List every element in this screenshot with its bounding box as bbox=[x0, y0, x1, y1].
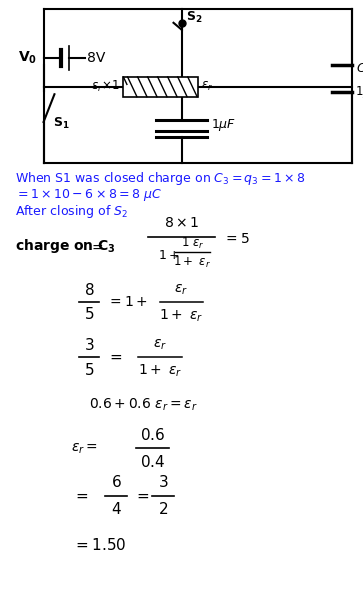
Text: $0.6 + 0.6\ \epsilon_r = \epsilon_r$: $0.6 + 0.6\ \epsilon_r = \epsilon_r$ bbox=[89, 397, 197, 413]
Text: $4$: $4$ bbox=[111, 501, 122, 517]
Text: $= 1 \times 10-6 \times 8 = 8\ \mu C$: $= 1 \times 10-6 \times 8 = 8\ \mu C$ bbox=[15, 187, 162, 203]
Text: $1+\ \epsilon_r$: $1+\ \epsilon_r$ bbox=[159, 307, 204, 323]
Text: $\epsilon_r\!\times\!1$: $\epsilon_r\!\times\!1$ bbox=[91, 79, 120, 94]
Text: $\epsilon_r$: $\epsilon_r$ bbox=[201, 80, 214, 94]
Bar bbox=[123, 77, 198, 97]
Text: 8V: 8V bbox=[87, 51, 106, 65]
Text: $5$: $5$ bbox=[84, 306, 94, 322]
Text: After closing of $S_2$: After closing of $S_2$ bbox=[15, 203, 127, 221]
Text: $3$: $3$ bbox=[84, 337, 94, 353]
Text: $1\ \epsilon_r$: $1\ \epsilon_r$ bbox=[181, 237, 204, 251]
Text: $\mathbf{S_2}$: $\mathbf{S_2}$ bbox=[186, 10, 202, 25]
Text: $1\mu F$: $1\mu F$ bbox=[211, 117, 236, 133]
Text: $=$: $=$ bbox=[134, 489, 150, 503]
Text: $5$: $5$ bbox=[84, 362, 94, 378]
Text: $=$: $=$ bbox=[89, 240, 104, 253]
Text: $\epsilon_r$: $\epsilon_r$ bbox=[153, 338, 167, 352]
Text: $1+\ \epsilon_r$: $1+\ \epsilon_r$ bbox=[138, 363, 182, 379]
Text: $2$: $2$ bbox=[158, 501, 168, 517]
Text: $1+$: $1+$ bbox=[158, 248, 180, 262]
Text: $= 1 +$: $= 1 +$ bbox=[107, 295, 148, 309]
Text: $\mathbf{charge\ on\ C_3}$: $\mathbf{charge\ on\ C_3}$ bbox=[15, 237, 115, 256]
Text: $3$: $3$ bbox=[158, 474, 168, 490]
Text: $1+\ \epsilon_r$: $1+\ \epsilon_r$ bbox=[174, 255, 211, 270]
Text: $1\mu F$: $1\mu F$ bbox=[355, 84, 363, 100]
Text: $0.4$: $0.4$ bbox=[140, 454, 165, 470]
Text: $\epsilon_r$: $\epsilon_r$ bbox=[175, 282, 188, 297]
Text: $6$: $6$ bbox=[111, 474, 122, 490]
Text: $\mathbf{V_0}$: $\mathbf{V_0}$ bbox=[18, 50, 37, 66]
Text: $\mathbf{S_1}$: $\mathbf{S_1}$ bbox=[53, 116, 69, 131]
Text: $= 1.50$: $= 1.50$ bbox=[73, 537, 126, 553]
Text: $C_3$: $C_3$ bbox=[356, 62, 363, 77]
Text: $\epsilon_r =$: $\epsilon_r =$ bbox=[71, 441, 98, 456]
Text: $=$: $=$ bbox=[73, 489, 89, 503]
Text: When S1 was closed charge on $C_3 = q_3 = 1 \times 8$: When S1 was closed charge on $C_3 = q_3 … bbox=[15, 170, 305, 187]
Text: $8$: $8$ bbox=[83, 282, 94, 298]
Text: $0.6$: $0.6$ bbox=[140, 427, 165, 443]
Text: $= 5$: $= 5$ bbox=[223, 232, 250, 246]
Text: $=$: $=$ bbox=[107, 351, 123, 364]
Text: $8\times1$: $8\times1$ bbox=[164, 216, 199, 230]
